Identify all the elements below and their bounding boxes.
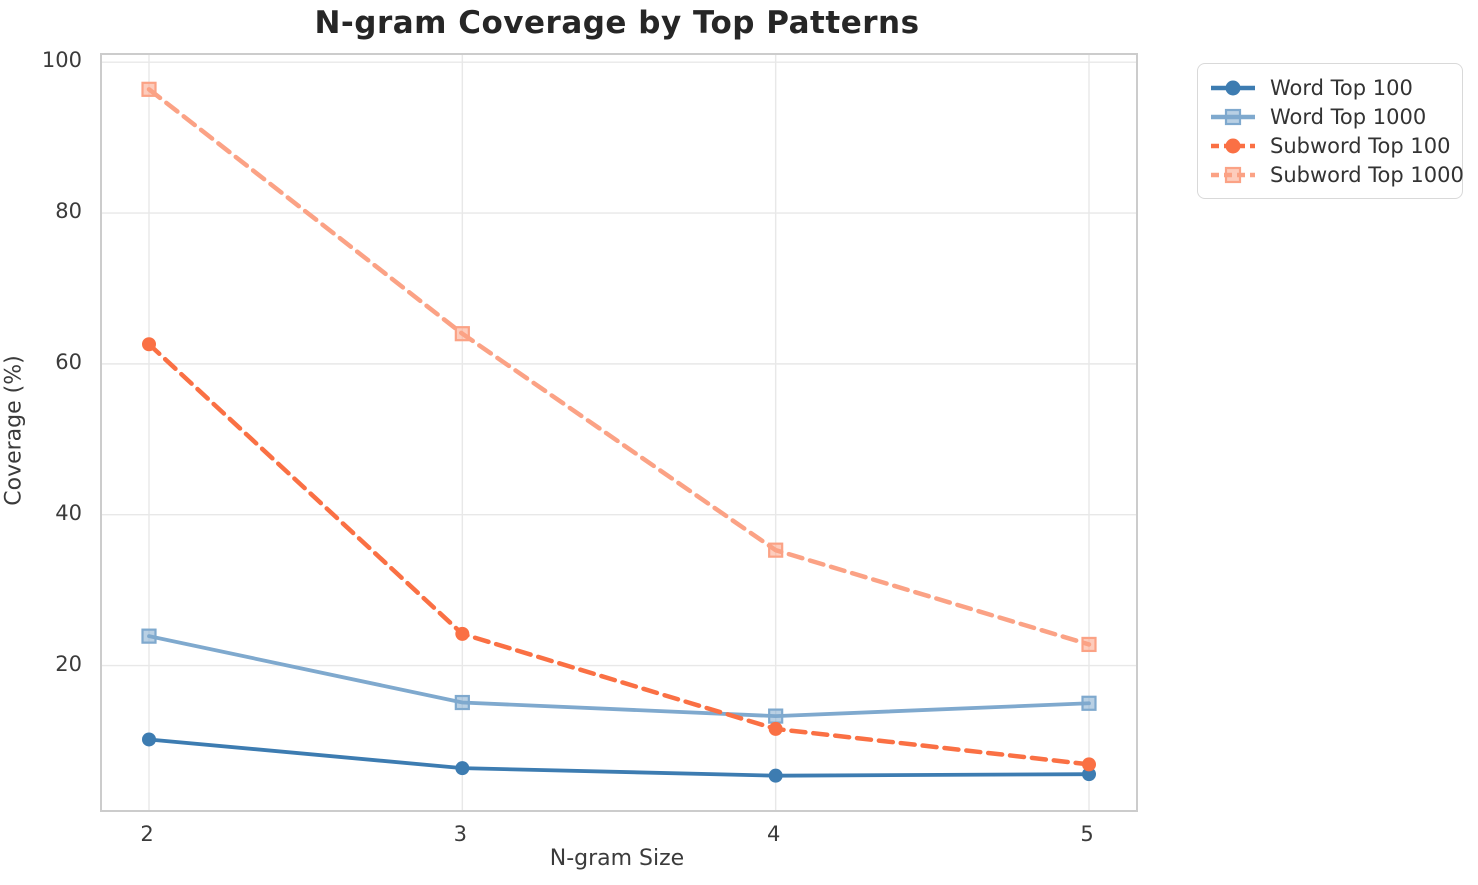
data-point-marker — [455, 761, 470, 776]
series-line — [147, 737, 1091, 778]
x-tick-label: 5 — [1080, 822, 1094, 846]
square-marker-icon — [1224, 166, 1242, 183]
data-point-marker — [1081, 695, 1097, 711]
data-point-marker — [141, 628, 157, 644]
data-point-marker — [455, 626, 470, 641]
legend-line-circle-sample — [1211, 138, 1255, 153]
y-tick-label: 100 — [41, 48, 82, 73]
y-tick-label: 20 — [55, 651, 82, 676]
legend-line-square-sample — [1211, 108, 1255, 125]
legend-label: Subword Top 100 — [1270, 133, 1451, 158]
series-line — [147, 634, 1091, 718]
x-tick-label: 4 — [766, 822, 781, 846]
data-point-marker — [142, 732, 156, 747]
data-point-marker — [142, 337, 156, 352]
plot-canvas — [102, 55, 1136, 810]
series-line — [146, 87, 1092, 647]
legend: Word Top 100 Word Top 1000 Subword Top 100… — [1197, 63, 1464, 199]
data-point-marker — [1081, 636, 1097, 653]
data-point-marker — [454, 694, 470, 711]
x-tick-label: 2 — [140, 822, 154, 846]
legend-label: Word Top 1000 — [1270, 104, 1427, 129]
data-point-marker — [1082, 767, 1096, 782]
legend-line-square-sample — [1211, 166, 1255, 183]
series-line — [146, 342, 1092, 767]
data-point-marker — [141, 81, 157, 97]
legend-label: Subword Top 1000 — [1270, 162, 1464, 187]
legend-line-circle-sample — [1211, 80, 1255, 95]
legend-item: Subword Top 100 — [1210, 131, 1451, 160]
legend-item: Word Top 1000 — [1210, 102, 1448, 131]
square-marker-icon — [1224, 108, 1242, 125]
circle-marker-icon — [1225, 138, 1241, 153]
chart-title: N-gram Coverage by Top Patterns — [314, 5, 920, 41]
y-tick-label: 40 — [55, 500, 82, 525]
circle-marker-icon — [1225, 80, 1241, 95]
x-axis-label: N-gram Size — [549, 846, 685, 871]
data-point-marker — [1082, 757, 1096, 772]
legend-item: Word Top 100 — [1210, 73, 1448, 102]
data-point-marker — [768, 721, 783, 736]
data-point-marker — [768, 542, 784, 558]
y-axis-label: Coverage (%) — [1, 355, 27, 506]
legend-label: Word Top 100 — [1270, 75, 1413, 100]
x-tick-label: 3 — [453, 822, 468, 846]
y-tick-label: 80 — [55, 199, 82, 223]
data-point-marker — [454, 326, 470, 342]
y-tick-label: 60 — [55, 349, 82, 374]
plot-area — [100, 53, 1138, 812]
legend-item: Subword Top 1000 — [1210, 160, 1464, 189]
data-point-marker — [768, 768, 783, 783]
data-point-marker — [768, 708, 784, 724]
